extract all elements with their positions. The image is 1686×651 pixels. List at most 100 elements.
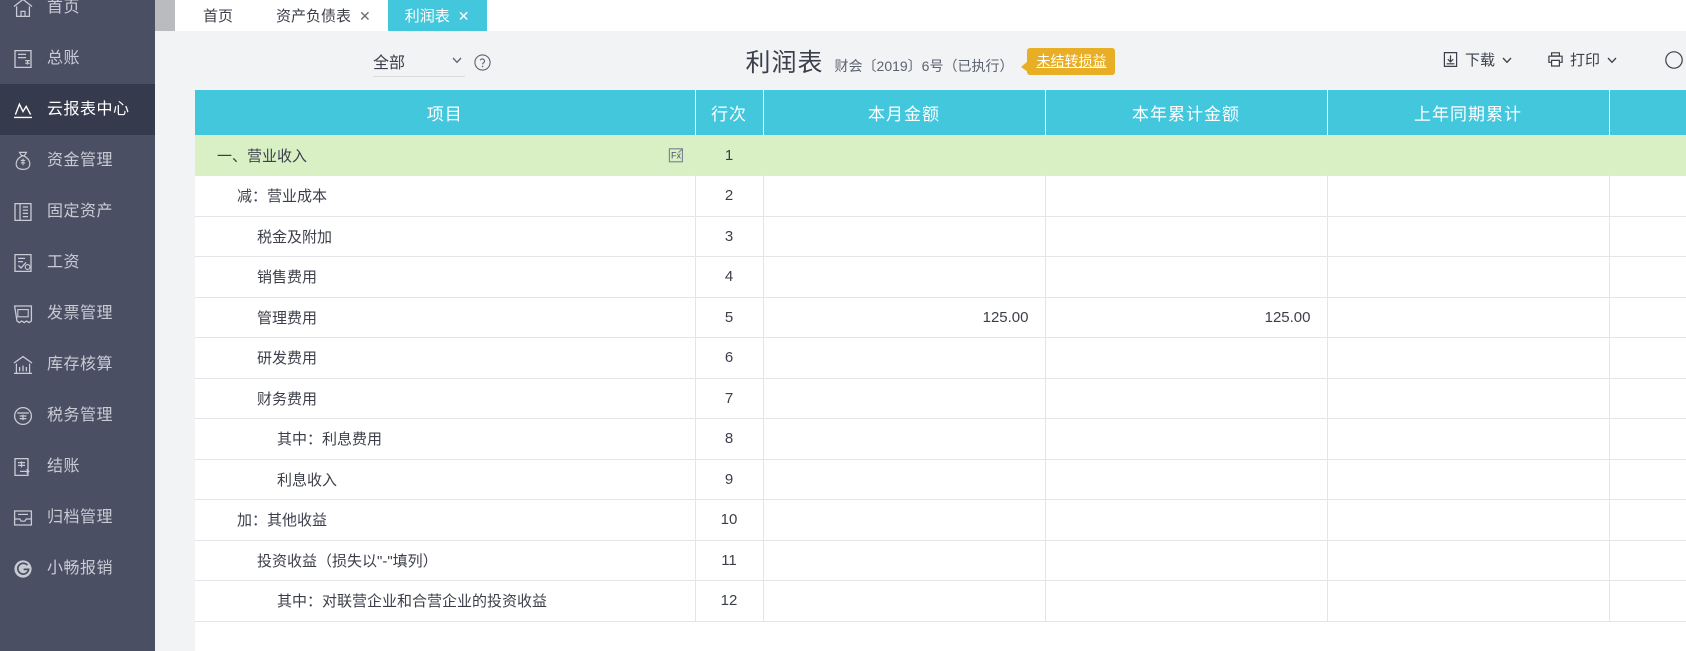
cell-year-amount[interactable] <box>1045 337 1328 379</box>
cell-item[interactable]: 其中：利息费用 <box>195 418 696 460</box>
cell-month-amount[interactable] <box>763 459 1046 500</box>
cell-item[interactable]: 利息收入 <box>195 459 696 500</box>
cell-month-amount[interactable] <box>763 256 1046 298</box>
sidebar-item-label: 工资 <box>47 253 81 271</box>
cell-item[interactable]: 加：其他收益 <box>195 499 696 541</box>
cell-last-year-amount[interactable] <box>1327 459 1610 500</box>
cell-item[interactable]: 税金及附加 <box>195 216 696 257</box>
tab-3[interactable]: 利润表 ✕ <box>387 0 487 31</box>
cell-item[interactable]: 财务费用 <box>195 378 696 419</box>
cell-last-year-amount[interactable] <box>1327 175 1610 217</box>
report-subtitle: 财会〔2019〕6号（已执行） <box>834 58 1014 74</box>
cell-month-amount[interactable] <box>763 580 1046 622</box>
cell-item[interactable]: 一、营业收入 Fx <box>195 135 696 176</box>
cell-last-year-amount[interactable] <box>1327 418 1610 460</box>
item-label: 其中：对联营企业和合营企业的投资收益 <box>277 593 548 611</box>
sidebar-item-10[interactable]: 结账 <box>0 441 155 492</box>
cell-spacer <box>1609 459 1686 500</box>
table-row[interactable]: 其中：对联营企业和合营企业的投资收益 12 <box>195 580 1686 622</box>
table-row[interactable]: 税金及附加 3 <box>195 216 1686 257</box>
table-row[interactable]: 加：其他收益 10 <box>195 499 1686 541</box>
sidebar-item-label: 固定资产 <box>47 202 114 220</box>
cell-month-amount[interactable] <box>763 337 1046 379</box>
cell-month-amount[interactable] <box>763 499 1046 541</box>
cell-last-year-amount[interactable] <box>1327 499 1610 541</box>
sidebar-item-12[interactable]: 小畅报销 <box>0 543 155 594</box>
tab-close-icon[interactable]: ✕ <box>359 7 371 24</box>
cell-year-amount[interactable] <box>1045 378 1328 419</box>
circle-icon <box>1665 50 1683 69</box>
cell-last-year-amount[interactable] <box>1327 216 1610 257</box>
sidebar-item-11[interactable]: 归档管理 <box>0 492 155 543</box>
cell-year-amount[interactable] <box>1045 580 1328 622</box>
sidebar-item-3[interactable]: 云报表中心 <box>0 84 155 135</box>
cell-year-amount[interactable] <box>1045 135 1328 176</box>
tax-icon <box>12 405 34 427</box>
cell-month-amount[interactable] <box>763 418 1046 460</box>
cell-year-amount[interactable] <box>1045 256 1328 298</box>
cell-item[interactable]: 投资收益（损失以"-"填列） <box>195 540 696 581</box>
sidebar-item-4[interactable]: 资金管理 <box>0 135 155 186</box>
print-button[interactable]: 打印 <box>1547 49 1618 70</box>
table-row[interactable]: 其中：利息费用 8 <box>195 418 1686 460</box>
table-row[interactable]: 销售费用 4 <box>195 256 1686 298</box>
table-row[interactable]: 研发费用 6 <box>195 337 1686 379</box>
sidebar-item-8[interactable]: 库存核算 <box>0 339 155 390</box>
cell-year-amount[interactable] <box>1045 499 1328 541</box>
cell-last-year-amount[interactable] <box>1327 580 1610 622</box>
cell-spacer <box>1609 378 1686 419</box>
chevron-down-icon <box>452 57 462 64</box>
item-label: 一、营业收入 <box>217 147 308 165</box>
cell-year-amount[interactable] <box>1045 175 1328 217</box>
cell-item[interactable]: 研发费用 <box>195 337 696 379</box>
filter-select-value: 全部 <box>373 54 406 72</box>
cell-last-year-amount[interactable] <box>1327 297 1610 338</box>
table-row[interactable]: 财务费用 7 <box>195 378 1686 419</box>
formula-fx-icon[interactable]: Fx <box>668 147 685 164</box>
page-title: 利润表 <box>745 49 824 77</box>
more-options-button[interactable] <box>1652 50 1686 70</box>
cell-year-amount[interactable]: 125.00 <box>1045 297 1328 338</box>
cell-year-amount[interactable] <box>1045 418 1328 460</box>
sidebar-item-7[interactable]: 发票管理 <box>0 288 155 339</box>
table-row[interactable]: 减：营业成本 2 <box>195 175 1686 217</box>
tab-1[interactable]: 首页 <box>175 0 259 31</box>
table-row[interactable]: 管理费用 5 125.00 125.00 <box>195 297 1686 338</box>
download-button[interactable]: 下载 <box>1442 49 1513 70</box>
cell-last-year-amount[interactable] <box>1327 135 1610 176</box>
cell-month-amount[interactable] <box>763 216 1046 257</box>
table-row[interactable]: 投资收益（损失以"-"填列） 11 <box>195 540 1686 581</box>
cell-last-year-amount[interactable] <box>1327 378 1610 419</box>
question-circle-icon[interactable] <box>474 54 491 71</box>
sidebar-item-5[interactable]: 固定资产 <box>0 186 155 237</box>
sidebar-item-1[interactable]: 首页 <box>0 0 155 33</box>
cell-spacer <box>1609 540 1686 581</box>
sidebar-item-6[interactable]: 工资 <box>0 237 155 288</box>
table-row[interactable]: 一、营业收入 Fx 1 <box>195 135 1686 176</box>
cell-month-amount[interactable] <box>763 540 1046 581</box>
sidebar-item-2[interactable]: 总账 <box>0 33 155 84</box>
cell-item[interactable]: 销售费用 <box>195 256 696 298</box>
cell-last-year-amount[interactable] <box>1327 337 1610 379</box>
filter-select[interactable]: 全部 <box>373 45 465 77</box>
cell-year-amount[interactable] <box>1045 540 1328 581</box>
cell-year-amount[interactable] <box>1045 459 1328 500</box>
report-table-scroll[interactable]: 项目 行次 本月金额 本年累计金额 上年同期累计 一、营业收入 Fx 1 减：营业成本 2 税金及… <box>195 90 1686 651</box>
cell-item[interactable]: 管理费用 <box>195 297 696 338</box>
tab-2[interactable]: 资产负债表 ✕ <box>259 0 388 31</box>
cell-month-amount[interactable] <box>763 378 1046 419</box>
sidebar-item-9[interactable]: 税务管理 <box>0 390 155 441</box>
warehouse-icon <box>12 354 34 376</box>
cell-month-amount[interactable] <box>763 175 1046 217</box>
cell-last-year-amount[interactable] <box>1327 256 1610 298</box>
cell-last-year-amount[interactable] <box>1327 540 1610 581</box>
cell-item[interactable]: 减：营业成本 <box>195 175 696 217</box>
cell-month-amount[interactable]: 125.00 <box>763 297 1046 338</box>
cell-item[interactable]: 其中：对联营企业和合营企业的投资收益 <box>195 580 696 622</box>
printer-icon <box>1548 52 1563 67</box>
cell-month-amount[interactable] <box>763 135 1046 176</box>
tab-close-icon[interactable]: ✕ <box>457 7 470 24</box>
table-row[interactable]: 利息收入 9 <box>195 459 1686 500</box>
cell-year-amount[interactable] <box>1045 216 1328 257</box>
